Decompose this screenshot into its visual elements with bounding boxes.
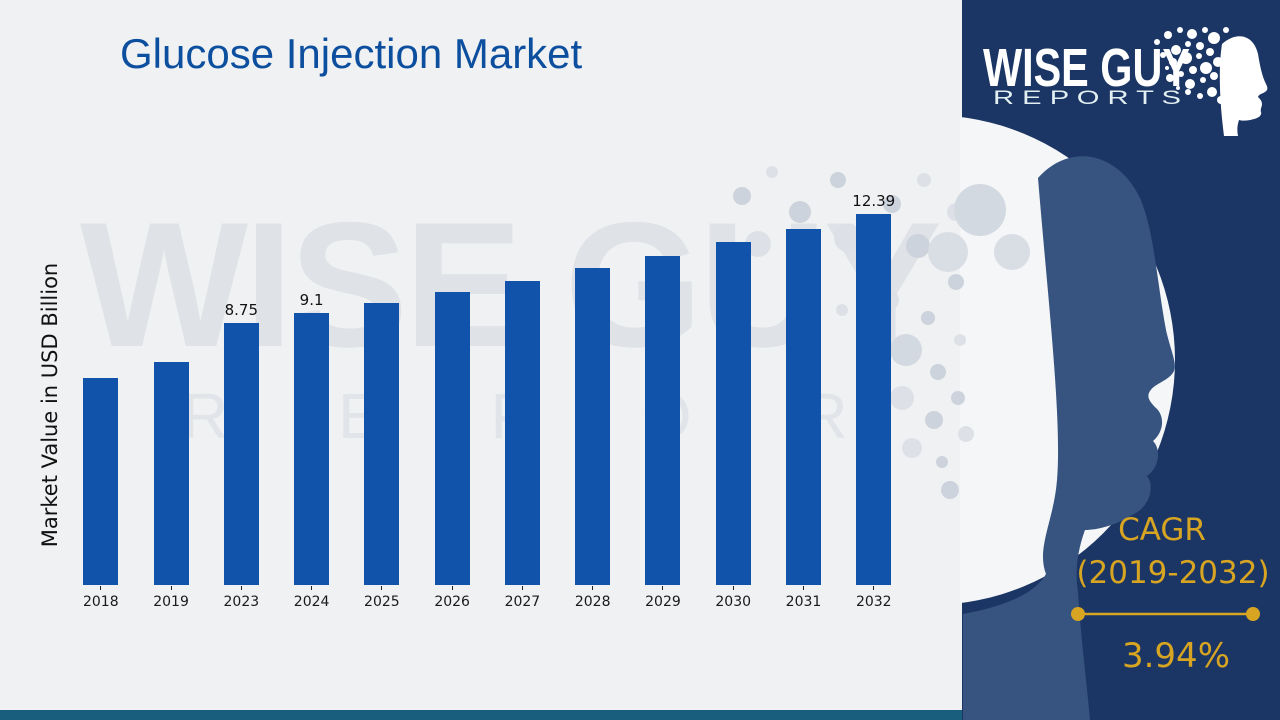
x-tick-label-2024: 2024: [293, 594, 330, 610]
bar-2024: [294, 312, 330, 585]
x-tick-label-2031: 2031: [785, 594, 822, 610]
bar-2030: [715, 242, 751, 585]
bar-2025: [364, 302, 400, 585]
logo-dots-icon: [1154, 27, 1229, 104]
bar-value-label-2024: 9.1: [299, 290, 324, 309]
x-tick-label-2025: 2025: [364, 594, 400, 610]
x-axis-tick: [662, 586, 664, 590]
x-tick-label-2027: 2027: [504, 594, 541, 610]
x-axis-tick: [873, 586, 875, 590]
x-tick-label-2029: 2029: [645, 594, 681, 610]
bottom-strip: [0, 710, 1280, 720]
x-axis-tick: [521, 586, 523, 590]
x-tick-label-2026: 2026: [434, 594, 470, 610]
x-axis-tick: [451, 586, 453, 590]
x-axis-tick: [311, 586, 313, 590]
x-axis-tick: [240, 586, 242, 590]
bar-2026: [434, 292, 470, 585]
logo-face-icon: [1219, 36, 1268, 136]
page-title: Glucose Injection Market: [120, 30, 583, 77]
x-tick-label-2019: 2019: [153, 594, 189, 610]
x-axis-tick: [100, 586, 102, 590]
logo-subtext: R E P O R T S: [993, 88, 1181, 109]
y-axis-label: Market Value in USD Billion: [38, 262, 62, 548]
bar-2032: [856, 214, 892, 585]
logo-text: WISE GUY: [983, 38, 1190, 98]
x-tick-label-2030: 2030: [715, 594, 752, 610]
bar-2027: [504, 281, 540, 585]
cagr-line-dot-left: [1071, 607, 1085, 621]
cagr-value: 3.94%: [1122, 636, 1230, 676]
cagr-line-dot-right: [1246, 607, 1260, 621]
bar-2018: [83, 378, 119, 585]
bar-2019: [153, 361, 189, 585]
bar-2028: [575, 268, 611, 585]
x-tick-label-2023: 2023: [223, 594, 260, 610]
bar-2029: [645, 255, 681, 585]
bar-value-label-2023: 8.75: [224, 300, 259, 319]
x-axis-tick: [381, 586, 383, 590]
x-tick-label-2018: 2018: [82, 594, 119, 610]
x-axis-tick: [803, 586, 804, 590]
bar-2031: [786, 228, 821, 585]
bar-value-label-2032: 12.39: [852, 192, 896, 210]
face-profile-decoration: [963, 156, 1175, 720]
x-axis-tick: [592, 586, 594, 590]
cagr-label: CAGR: [1118, 512, 1206, 548]
x-axis-tick: [170, 586, 172, 590]
bar-2023: [223, 322, 259, 585]
x-tick-label-2032: 2032: [855, 594, 892, 610]
cagr-range: (2019-2032): [1076, 555, 1269, 591]
x-axis-tick: [732, 586, 734, 590]
x-tick-label-2028: 2028: [574, 594, 611, 610]
